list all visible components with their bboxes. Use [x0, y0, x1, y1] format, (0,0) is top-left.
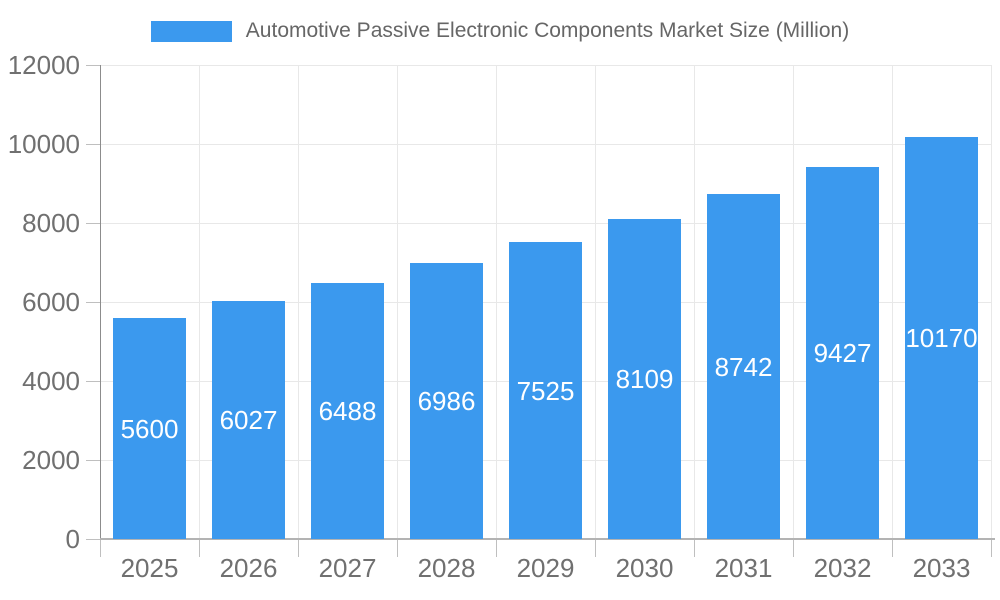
y-axis-tick: [86, 539, 100, 540]
legend[interactable]: Automotive Passive Electronic Components…: [0, 19, 1000, 43]
y-tick-label: 10000: [7, 129, 80, 159]
bar[interactable]: 8109: [608, 219, 681, 539]
legend-swatch-icon: [150, 20, 232, 42]
gridline-vertical: [595, 65, 596, 539]
bar-value-label: 5600: [120, 413, 179, 444]
y-tick-label: 0: [65, 524, 80, 554]
x-axis-line: [100, 538, 995, 540]
gridline-vertical: [793, 65, 794, 539]
x-axis-tick: [397, 540, 398, 557]
bar[interactable]: 8742: [707, 194, 780, 539]
bar[interactable]: 6986: [410, 263, 483, 539]
bar-value-label: 10170: [905, 323, 978, 353]
x-axis-tick: [694, 540, 695, 557]
bar[interactable]: 7525: [509, 242, 582, 539]
gridline-vertical: [199, 65, 200, 539]
bar[interactable]: 6488: [311, 283, 384, 539]
bar-value-label: 9427: [813, 338, 872, 368]
y-axis-tick: [86, 381, 100, 382]
bar[interactable]: 10170: [905, 137, 978, 539]
x-axis-tick: [892, 540, 893, 557]
y-axis-tick: [86, 302, 100, 303]
x-tick-label: 2027: [318, 553, 377, 583]
y-axis-tick: [86, 144, 100, 145]
x-tick-label: 2028: [417, 553, 476, 583]
gridline-vertical: [991, 65, 992, 539]
y-axis-tick: [86, 65, 100, 66]
x-tick-label: 2030: [615, 553, 674, 583]
gridline-vertical: [892, 65, 893, 539]
y-tick-label: 6000: [22, 287, 80, 317]
x-tick-label: 2029: [516, 553, 575, 583]
y-axis-tick: [86, 460, 100, 461]
y-tick-label: 2000: [22, 445, 80, 475]
y-axis-tick: [86, 223, 100, 224]
gridline-horizontal: [100, 144, 991, 145]
gridline-horizontal: [100, 65, 991, 66]
gridline-vertical: [496, 65, 497, 539]
bar[interactable]: 5600: [113, 318, 186, 539]
gridline-horizontal: [100, 223, 991, 224]
x-axis-tick: [991, 540, 992, 557]
gridline-vertical: [298, 65, 299, 539]
bar[interactable]: 6027: [212, 301, 285, 539]
y-tick-label: 4000: [22, 366, 80, 396]
x-tick-label: 2025: [120, 553, 179, 583]
x-axis-tick: [298, 540, 299, 557]
bar-value-label: 6986: [417, 386, 476, 416]
y-axis-line: [100, 65, 101, 539]
gridline-vertical: [694, 65, 695, 539]
bar-value-label: 8742: [714, 351, 773, 382]
x-axis-tick: [100, 540, 101, 557]
x-tick-label: 2031: [714, 553, 773, 583]
x-tick-label: 2033: [912, 553, 971, 583]
x-axis-tick: [595, 540, 596, 557]
gridline-vertical: [397, 65, 398, 539]
bar[interactable]: 9427: [806, 167, 879, 539]
x-tick-label: 2026: [219, 553, 278, 583]
legend-label: Automotive Passive Electronic Components…: [245, 19, 850, 42]
x-axis-tick: [793, 540, 794, 557]
bar-value-label: 7525: [516, 375, 575, 406]
bar-value-label: 6488: [318, 396, 377, 426]
y-tick-label: 8000: [22, 208, 80, 238]
x-tick-label: 2032: [813, 553, 872, 583]
x-axis-tick: [496, 540, 497, 557]
x-axis-tick: [199, 540, 200, 557]
y-tick-label: 12000: [7, 50, 80, 80]
bar-value-label: 8109: [615, 364, 674, 394]
bar-value-label: 6027: [219, 405, 278, 435]
